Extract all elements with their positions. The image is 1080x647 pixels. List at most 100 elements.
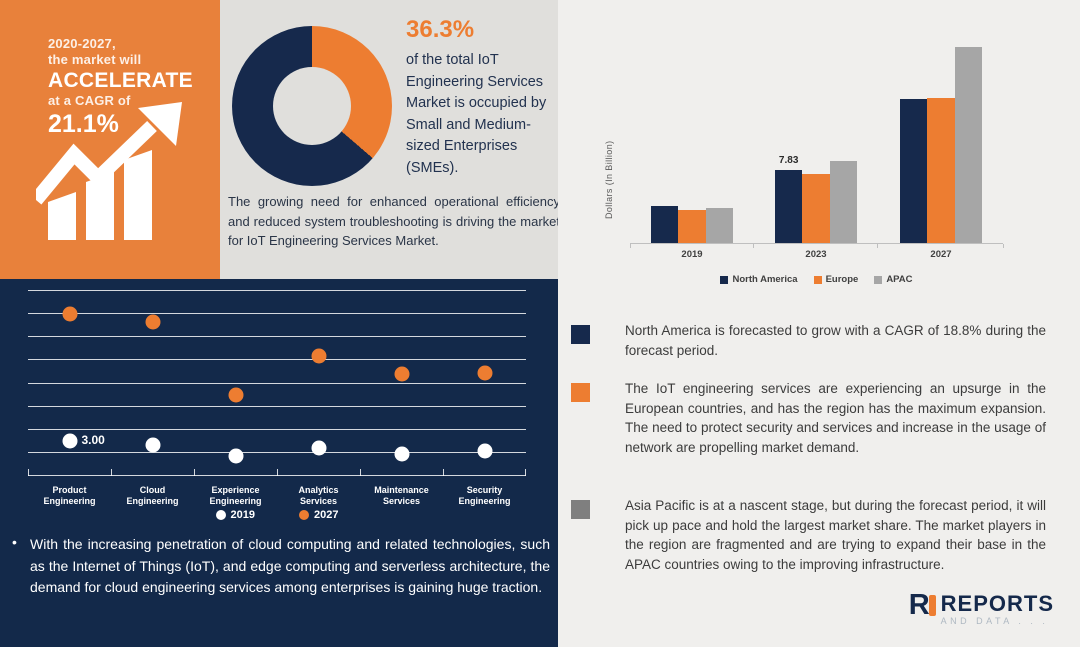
dot-plot-axis-tick-3 xyxy=(277,469,278,476)
bar-apac-2019 xyxy=(705,207,733,243)
bar-chart-y-axis-label: Dollars (In Billion) xyxy=(604,140,614,219)
logo-text-block: REPORTS AND DATA . . . xyxy=(940,591,1054,627)
bar-chart-axis-tick-3 xyxy=(1003,244,1004,248)
bar-apac-2027 xyxy=(954,47,982,243)
dot-plot-gridline-6 xyxy=(28,405,526,407)
services-panel: 3.00 Product Engineering Cloud Engineerin… xyxy=(0,279,558,647)
dot-2027-product-engineering xyxy=(62,306,77,322)
dot-2027-security-engineering xyxy=(477,365,492,381)
regional-bar-chart: Dollars (In Billion) 2019 2023 2027 7.83 xyxy=(604,39,1004,260)
accelerate-panel: 2020-2027, the market will ACCELERATE at… xyxy=(0,0,220,279)
bar-north-america-2027 xyxy=(900,98,928,243)
bar-europe-2023 xyxy=(802,174,830,243)
dot-2019-product-engineering xyxy=(62,433,77,449)
dot-plot-category-cloud-engineering: Cloud Engineering xyxy=(126,485,179,506)
logo-sub-text: AND DATA . . . xyxy=(940,616,1049,626)
bar-group-2019 xyxy=(651,205,733,243)
dot-plot-axis-tick-4 xyxy=(360,469,361,476)
dot-plot-legend-label: 2019 xyxy=(230,509,255,521)
accelerate-headline: ACCELERATE xyxy=(48,69,193,92)
dot-plot-legend: 2019 2027 xyxy=(28,509,526,521)
north-america-bullet: North America is forecasted to grow with… xyxy=(571,321,1046,360)
north-america-bullet-marker xyxy=(571,325,590,344)
bar-legend-item-apac: APAC xyxy=(874,274,913,285)
europe-bullet: The IoT engineering services are experie… xyxy=(571,379,1046,457)
bar-legend-label: APAC xyxy=(886,274,913,285)
bar-legend-label: North America xyxy=(732,274,798,285)
dot-2027-cloud-engineering xyxy=(145,314,160,330)
asia-pacific-bullet: Asia Pacific is at a nascent stage, but … xyxy=(571,496,1046,574)
dot-plot-axis-tick-0 xyxy=(28,469,29,476)
dot-plot-axis-tick-2 xyxy=(194,469,195,476)
reports-and-data-logo: R REPORTS AND DATA . . . xyxy=(909,591,1054,627)
dot-2019-experience-engineering xyxy=(228,448,243,464)
cloud-computing-bullet-text: With the increasing penetration of cloud… xyxy=(30,536,550,595)
bar-apac-2023 xyxy=(829,161,857,243)
bullet-marker: • xyxy=(12,534,17,550)
dot-2019-security-engineering xyxy=(477,443,492,459)
growth-arrow-chart-icon xyxy=(36,102,182,240)
bar-europe-2019 xyxy=(678,210,706,243)
dot-2027-experience-engineering xyxy=(228,387,243,403)
logo-orange-bar xyxy=(928,595,936,616)
dot-plot-category-axis: Product Engineering Cloud Engineering Expe… xyxy=(28,485,526,507)
sme-panel: 36.3% of the total IoT Engineering Servi… xyxy=(220,0,560,279)
bar-legend-marker xyxy=(874,275,883,284)
regional-panel: Dollars (In Billion) 2019 2023 2027 7.83 No… xyxy=(558,0,1080,647)
dot-2027-analytics-services xyxy=(311,348,326,364)
dot-2019-cloud-engineering xyxy=(145,437,160,453)
sme-donut-chart xyxy=(232,26,392,186)
dot-plot-axis-tick-1 xyxy=(111,469,112,476)
cloud-computing-bullet: • With the increasing penetration of clo… xyxy=(12,534,550,599)
accelerate-period: 2020-2027, xyxy=(48,36,116,51)
dot-plot-category-product-engineering: Product Engineering xyxy=(43,485,96,506)
sme-stat-description: of the total IoT Engineering Services Ma… xyxy=(406,52,547,176)
north-america-bullet-text: North America is forecasted to grow with… xyxy=(625,323,1046,358)
accelerate-text-block: 2020-2027, the market will ACCELERATE at… xyxy=(48,36,193,139)
bar-group-2023 xyxy=(775,161,857,243)
bar-chart-legend: North America Europe APAC xyxy=(630,274,1003,285)
accelerate-line4: at a CAGR of xyxy=(48,93,131,108)
dot-data-label-3.00: 3.00 xyxy=(81,433,105,448)
dot-plot-legend-item-2019: 2019 xyxy=(215,509,255,521)
dot-plot-gridline-16 xyxy=(28,290,526,291)
bar-legend-marker xyxy=(720,275,729,284)
dot-plot-gridline-12 xyxy=(28,336,526,338)
bar-legend-item-europe: Europe xyxy=(813,274,859,285)
bar-europe-2027 xyxy=(927,97,955,243)
dot-plot-gridline-2 xyxy=(28,451,526,453)
dot-plot-category-maintenance-services: Maintenance Services xyxy=(374,485,429,506)
dot-plot-legend-marker xyxy=(215,510,226,520)
logo-brand-text: REPORTS xyxy=(940,591,1054,616)
bar-legend-label: Europe xyxy=(825,274,859,285)
dot-plot-axis-tick-5 xyxy=(443,469,444,476)
dot-plot-gridline-8 xyxy=(28,382,526,384)
europe-bullet-marker xyxy=(571,383,590,402)
asia-pacific-bullet-marker xyxy=(571,500,590,519)
bar-north-america-2019 xyxy=(651,205,679,243)
dot-plot-category-analytics-services: Analytics Services xyxy=(298,485,339,506)
dot-2019-maintenance-services xyxy=(394,446,409,462)
bar-data-label-7.83: 7.83 xyxy=(778,155,799,167)
dot-plot-legend-item-2027: 2027 xyxy=(299,509,338,521)
europe-bullet-text: The IoT engineering services are experie… xyxy=(625,381,1046,455)
logo-mark-icon: R xyxy=(909,591,936,620)
bar-legend-marker xyxy=(813,275,822,284)
asia-pacific-bullet-text: Asia Pacific is at a nascent stage, but … xyxy=(625,498,1046,572)
services-dot-plot: 3.00 xyxy=(28,290,526,476)
bar-group-2027 xyxy=(900,47,982,243)
dot-plot-gridline-14 xyxy=(28,313,526,315)
bar-north-america-2023 xyxy=(775,170,803,243)
dot-plot-legend-label: 2027 xyxy=(314,509,339,521)
bar-chart-x-label-2019: 2019 xyxy=(681,249,703,260)
dot-plot-gridline-4 xyxy=(28,428,526,430)
accelerate-cagr-value: 21.1% xyxy=(48,110,119,138)
bar-chart-axis-tick-2 xyxy=(877,244,878,248)
dot-2027-maintenance-services xyxy=(394,366,409,382)
dot-plot-category-security-engineering: Security Engineering xyxy=(458,485,511,506)
bar-legend-item-north-america: North America xyxy=(720,274,798,285)
bar-chart-axis-tick-1 xyxy=(753,244,754,248)
bar-chart-x-label-2023: 2023 xyxy=(805,249,827,260)
sme-paragraph: The growing need for enhanced operationa… xyxy=(228,194,560,248)
accelerate-line2: the market will xyxy=(48,52,142,67)
